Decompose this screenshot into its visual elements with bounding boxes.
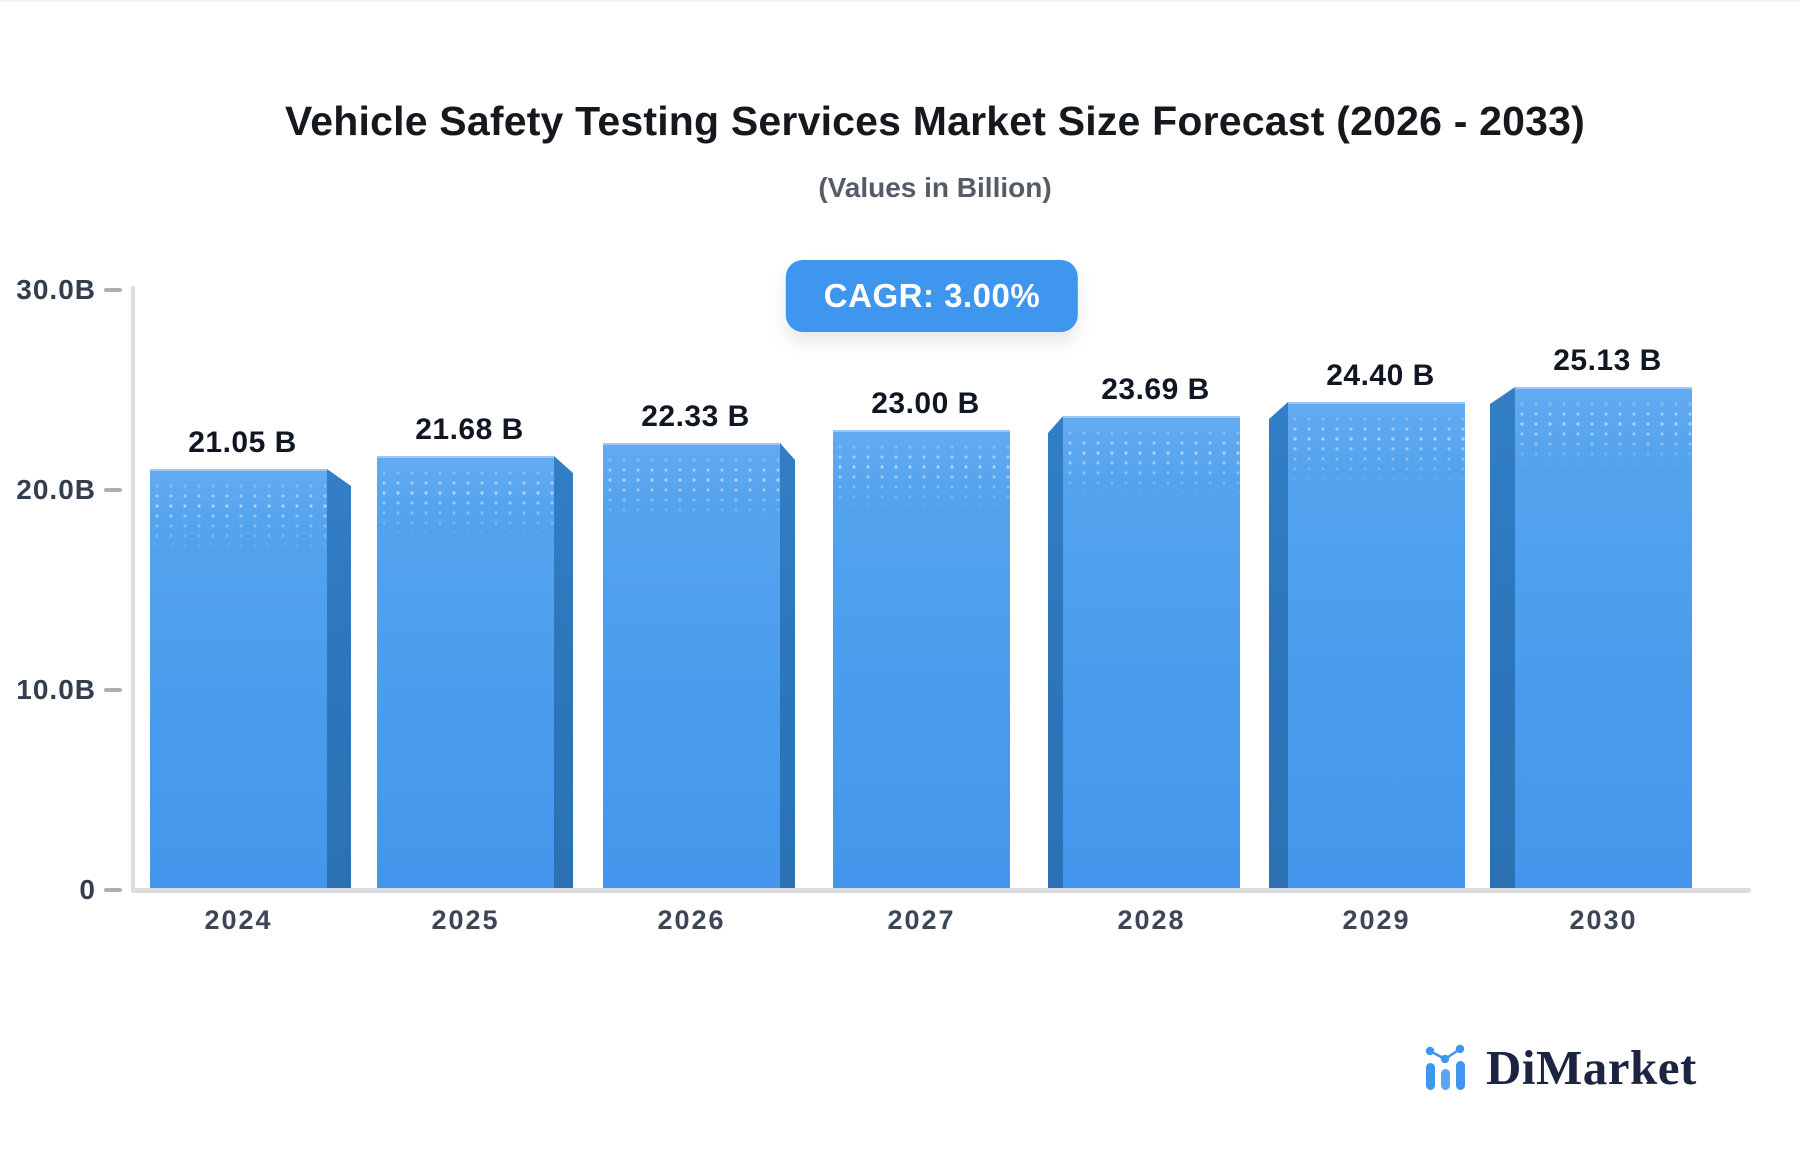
- x-tick-label: 2025: [431, 905, 500, 935]
- bar-value-label: 23.00 B: [871, 387, 980, 420]
- y-tick-label: 20.0B: [0, 475, 96, 505]
- bar-dots-texture: [1515, 399, 1692, 471]
- y-tick-dash: [104, 888, 122, 892]
- bar-2028: [1063, 416, 1240, 888]
- bar-3d-side: [1269, 402, 1288, 888]
- bar-dots-texture: [150, 481, 327, 553]
- chart-subtitle: (Values in Billion): [818, 172, 1052, 203]
- y-tick-text: 20.0B: [16, 474, 96, 505]
- x-tick-label: 2027: [887, 905, 956, 935]
- bar-dots-texture: [377, 468, 554, 540]
- bar-3d-side: [1490, 387, 1515, 888]
- bar-3d-side: [554, 456, 573, 888]
- y-tick-text: 30.0B: [16, 274, 96, 305]
- x-tick-label: 2024: [204, 905, 273, 935]
- bar-value-label: 25.13 B: [1553, 344, 1662, 377]
- bar-value-label: 21.05 B: [188, 426, 297, 459]
- cagr-badge: CAGR: 3.00%: [785, 260, 1079, 332]
- bar-2027: [833, 430, 1010, 888]
- bar-2029: [1288, 402, 1465, 888]
- x-axis-line: [131, 888, 1751, 893]
- bar-value-label: 23.69 B: [1101, 373, 1210, 406]
- y-tick-text: 0: [79, 874, 96, 905]
- y-tick-label: 10.0B: [0, 675, 96, 705]
- bar-dots-texture: [1063, 428, 1240, 500]
- bar-3d-side: [327, 469, 351, 888]
- y-tick-label: 0: [0, 875, 96, 905]
- x-tick-label: 2026: [657, 905, 726, 935]
- dimarket-bar-chart-icon: [1425, 1044, 1465, 1090]
- dimarket-logo: DiMarket: [1424, 1042, 1697, 1094]
- bar-dots-texture: [1288, 414, 1465, 486]
- y-tick-dash: [104, 288, 122, 292]
- y-axis-line: [131, 286, 135, 890]
- bar-value-label: 24.40 B: [1326, 359, 1435, 392]
- y-tick-text: 10.0B: [16, 674, 96, 705]
- bar-value-label: 21.68 B: [415, 413, 524, 446]
- y-tick-dash: [104, 488, 122, 492]
- chart-title: Vehicle Safety Testing Services Market S…: [284, 98, 1586, 144]
- bar-3d-side: [780, 443, 795, 888]
- bar-dots-texture: [833, 442, 1010, 514]
- bar-value-label: 22.33 B: [641, 400, 750, 433]
- y-tick-label: 30.0B: [0, 275, 96, 305]
- bar-2030: [1515, 387, 1692, 888]
- y-tick-dash: [104, 688, 122, 692]
- logo-wordmark: DiMarket: [1486, 1040, 1697, 1095]
- x-tick-label: 2030: [1569, 905, 1638, 935]
- x-tick-label: 2029: [1342, 905, 1411, 935]
- bar-2024: [150, 469, 327, 888]
- bar-2026: [603, 443, 780, 888]
- bar-3d-side: [1048, 416, 1063, 888]
- bar-dots-texture: [603, 455, 780, 527]
- x-tick-label: 2028: [1117, 905, 1186, 935]
- bar-2025: [377, 456, 554, 888]
